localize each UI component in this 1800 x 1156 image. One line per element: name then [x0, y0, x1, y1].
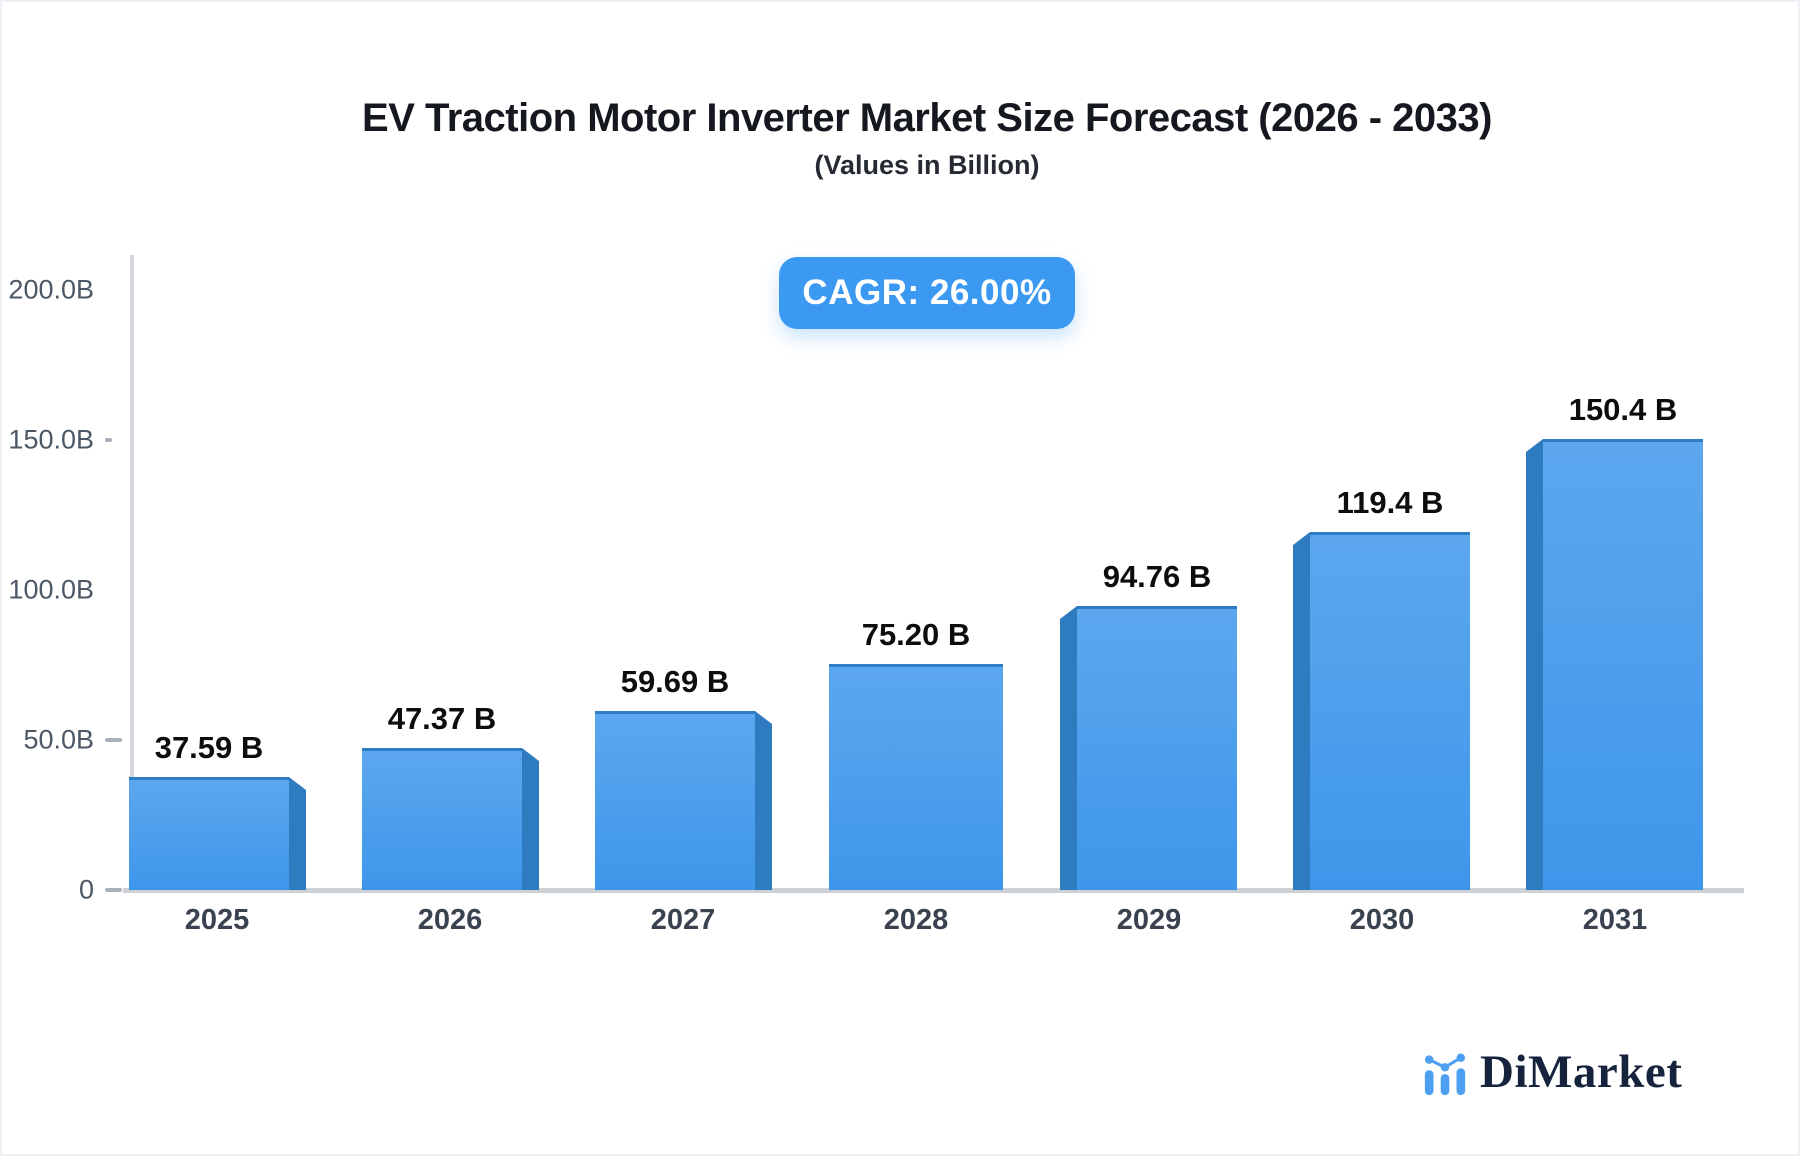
brand-name: DiMarket: [1480, 1046, 1683, 1098]
bar-value-label: 150.4 B: [1568, 392, 1678, 427]
y-axis-line: [130, 255, 134, 892]
x-axis-category-label: 2029: [1116, 904, 1182, 936]
bar-3d-side-2026: [522, 748, 539, 890]
page-title: EV Traction Motor Inverter Market Size F…: [362, 96, 1492, 140]
y-axis-tick-label: 100.0B: [8, 574, 94, 605]
y-axis-tick-label: 0: [78, 874, 94, 905]
cagr-badge: CAGR: 26.00%: [779, 257, 1075, 329]
bar-2031: [1543, 439, 1703, 890]
y-axis-tick-label: 150.0B: [8, 424, 94, 455]
y-axis-tick-label: 50.0B: [23, 724, 94, 755]
bar-2029: [1077, 606, 1237, 890]
bar-value-label: 94.76 B: [1102, 559, 1212, 594]
x-axis-category-label: 2031: [1582, 904, 1648, 936]
x-axis-category-label: 2026: [417, 904, 483, 936]
y-axis-tick-mark: [105, 888, 122, 892]
bar-3d-side-2031: [1526, 439, 1543, 890]
bar-3d-side-2029: [1060, 606, 1077, 890]
x-axis-category-label: 2030: [1349, 904, 1415, 936]
y-axis-tick-mark: [105, 438, 112, 442]
page-subtitle: (Values in Billion): [814, 150, 1040, 180]
bar-2027: [595, 711, 755, 890]
bar-3d-side-2027: [755, 711, 772, 890]
bar-value-label: 37.59 B: [154, 730, 264, 765]
x-axis-category-label: 2027: [650, 904, 716, 936]
bar-chart-logo-icon: [1424, 1053, 1466, 1096]
bar-2028: [829, 664, 1003, 890]
x-axis-baseline: [123, 888, 1744, 893]
bar-value-label: 75.20 B: [861, 617, 971, 652]
x-axis-category-label: 2025: [184, 904, 250, 936]
bar-value-label: 47.37 B: [387, 701, 497, 736]
y-axis-tick-label: 200.0B: [8, 274, 94, 305]
x-axis-category-label: 2028: [883, 904, 949, 936]
y-axis-tick-mark: [105, 738, 122, 742]
bar-3d-side-2030: [1293, 532, 1310, 890]
bar-value-label: 119.4 B: [1336, 485, 1444, 520]
bar-2026: [362, 748, 522, 890]
bar-2025: [129, 777, 289, 890]
bar-3d-side-2025: [289, 777, 306, 890]
brand-logo: DiMarket: [1422, 1044, 1682, 1100]
bar-2030: [1310, 532, 1470, 890]
bar-value-label: 59.69 B: [620, 664, 730, 699]
